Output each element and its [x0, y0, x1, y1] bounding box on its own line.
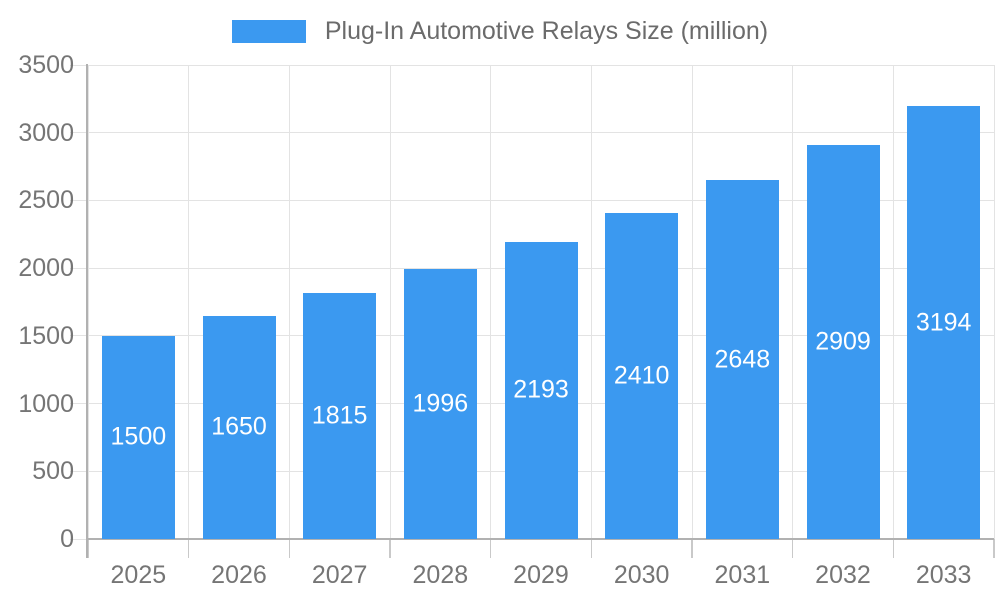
bar-2031[interactable]: 2648 — [705, 180, 779, 539]
bar-value-label: 2410 — [613, 361, 670, 390]
v-gridline — [87, 65, 89, 539]
x-axis-tick — [791, 539, 794, 558]
y-gridline — [70, 199, 994, 201]
x-axis-tick-label: 2029 — [513, 561, 569, 589]
y-gridline — [70, 132, 994, 134]
y-axis-tick-label: 1000 — [18, 389, 74, 418]
y-axis-tick-label: 0 — [60, 525, 74, 553]
x-axis-tick-label: 2026 — [211, 561, 267, 589]
bar-value-label: 1996 — [412, 389, 469, 418]
v-gridline — [691, 65, 693, 539]
x-axis-tick — [590, 539, 593, 558]
v-gridline — [993, 65, 995, 539]
y-axis-tick-label: 500 — [32, 457, 74, 486]
x-axis-tick — [691, 539, 693, 558]
x-axis-tick-label: 2025 — [110, 561, 167, 589]
x-axis-tick-label: 2032 — [815, 561, 871, 589]
legend-label: Plug-In Automotive Relays Size (million) — [324, 17, 769, 45]
x-axis-line — [86, 538, 994, 540]
x-axis-tick — [87, 539, 89, 558]
x-axis-tick — [489, 539, 492, 558]
bar-2025[interactable]: 1500 — [101, 335, 175, 539]
bar-2033[interactable]: 3194 — [907, 106, 981, 539]
bar-2026[interactable]: 1650 — [202, 315, 276, 539]
x-axis-tick — [288, 539, 291, 558]
y-axis-tick-label: 2500 — [18, 186, 74, 215]
legend-swatch-icon — [231, 19, 306, 43]
bar-2027[interactable]: 1815 — [303, 293, 377, 539]
bar-2029[interactable]: 2193 — [504, 242, 578, 539]
y-axis-line — [86, 64, 88, 558]
y-axis-tick-label: 3000 — [18, 118, 74, 147]
v-gridline — [892, 65, 894, 539]
y-axis-tick-label: 3500 — [18, 51, 74, 79]
x-axis-tick — [187, 539, 190, 558]
bar-value-label: 1500 — [110, 422, 167, 451]
bar-2030[interactable]: 2410 — [605, 212, 679, 539]
bar-value-label: 1815 — [311, 401, 368, 430]
x-axis-tick-label: 2028 — [412, 561, 469, 589]
y-gridline — [70, 64, 994, 66]
x-axis-tick-label: 2027 — [311, 561, 368, 589]
bar-value-label: 2909 — [815, 327, 871, 356]
bar-value-label: 1650 — [211, 412, 267, 441]
v-gridline — [389, 65, 391, 539]
x-axis-tick-label: 2033 — [915, 561, 972, 589]
x-axis-tick — [892, 539, 895, 558]
bar-value-label: 2193 — [513, 375, 569, 404]
v-gridline — [590, 65, 592, 539]
v-gridline — [288, 65, 290, 539]
v-gridline — [490, 65, 492, 539]
y-axis-tick-label: 2000 — [18, 254, 74, 283]
x-axis-tick-label: 2031 — [714, 561, 771, 589]
y-axis-tick-label: 1500 — [18, 321, 74, 350]
bar-value-label: 3194 — [915, 308, 972, 337]
x-axis-tick — [389, 539, 391, 558]
bar-2032[interactable]: 2909 — [806, 145, 880, 539]
bar-2028[interactable]: 1996 — [403, 268, 477, 539]
bar-value-label: 2648 — [714, 345, 771, 374]
x-axis-tick — [993, 539, 995, 558]
legend-item[interactable]: Plug-In Automotive Relays Size (million) — [0, 16, 1000, 46]
v-gridline — [188, 65, 190, 539]
x-axis-tick-label: 2030 — [613, 561, 670, 589]
v-gridline — [792, 65, 794, 539]
